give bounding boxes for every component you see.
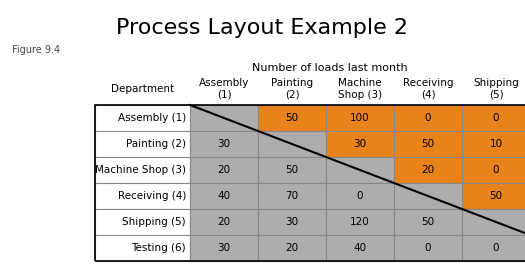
Bar	[258, 105, 326, 131]
Bar	[326, 105, 394, 131]
Text: Receiving
(4): Receiving (4)	[403, 78, 453, 100]
Bar	[190, 131, 258, 157]
Text: 50: 50	[286, 113, 299, 123]
Text: 0: 0	[425, 243, 431, 253]
Text: 30: 30	[217, 243, 230, 253]
Text: Painting (2): Painting (2)	[126, 139, 186, 149]
Text: 50: 50	[489, 191, 502, 201]
Bar	[394, 183, 462, 209]
Text: 30: 30	[286, 217, 299, 227]
Text: Testing (6): Testing (6)	[131, 243, 186, 253]
Bar	[462, 157, 525, 183]
Bar	[394, 235, 462, 261]
Bar	[258, 131, 326, 157]
Bar	[95, 209, 190, 235]
Bar	[95, 183, 190, 209]
Text: 20: 20	[422, 165, 435, 175]
Bar	[462, 105, 525, 131]
Bar	[190, 157, 258, 183]
Bar	[190, 105, 258, 131]
Bar	[462, 183, 525, 209]
Text: 30: 30	[353, 139, 366, 149]
Text: 0: 0	[357, 191, 363, 201]
Text: Assembly (1): Assembly (1)	[118, 113, 186, 123]
Bar	[326, 131, 394, 157]
Text: Shipping
(5): Shipping (5)	[473, 78, 519, 100]
Text: 50: 50	[422, 217, 435, 227]
Bar	[190, 209, 258, 235]
Text: 10: 10	[489, 139, 502, 149]
Bar	[190, 183, 258, 209]
Bar	[95, 105, 190, 131]
Text: 30: 30	[217, 139, 230, 149]
Text: Machine Shop (3): Machine Shop (3)	[95, 165, 186, 175]
Text: 40: 40	[217, 191, 230, 201]
Bar	[462, 209, 525, 235]
Text: 20: 20	[217, 217, 230, 227]
Bar	[258, 235, 326, 261]
Bar	[462, 131, 525, 157]
Text: 50: 50	[286, 165, 299, 175]
Text: Machine
Shop (3): Machine Shop (3)	[338, 78, 382, 100]
Bar	[326, 157, 394, 183]
Text: Painting
(2): Painting (2)	[271, 78, 313, 100]
Text: 0: 0	[493, 113, 499, 123]
Bar	[326, 209, 394, 235]
Text: 50: 50	[422, 139, 435, 149]
Bar	[95, 105, 525, 261]
Text: Number of loads last month: Number of loads last month	[252, 63, 408, 73]
Text: 0: 0	[493, 165, 499, 175]
Text: 120: 120	[350, 217, 370, 227]
Text: 40: 40	[353, 243, 366, 253]
Text: Shipping (5): Shipping (5)	[122, 217, 186, 227]
Bar	[462, 235, 525, 261]
Text: 0: 0	[425, 113, 431, 123]
Bar	[258, 183, 326, 209]
Bar	[326, 235, 394, 261]
Bar	[95, 235, 190, 261]
Bar	[95, 131, 190, 157]
Bar	[95, 157, 190, 183]
Text: Assembly
(1): Assembly (1)	[199, 78, 249, 100]
Bar	[394, 209, 462, 235]
Bar	[258, 157, 326, 183]
Text: Department: Department	[111, 84, 174, 94]
Text: 100: 100	[350, 113, 370, 123]
Text: Figure 9.4: Figure 9.4	[12, 45, 60, 55]
Text: 70: 70	[286, 191, 299, 201]
Text: Process Layout Example 2: Process Layout Example 2	[116, 18, 408, 38]
Bar	[394, 131, 462, 157]
Bar	[258, 209, 326, 235]
Text: 20: 20	[286, 243, 299, 253]
Bar	[394, 105, 462, 131]
Text: Receiving (4): Receiving (4)	[118, 191, 186, 201]
Bar	[190, 235, 258, 261]
Text: 0: 0	[493, 243, 499, 253]
Bar	[326, 183, 394, 209]
Text: 20: 20	[217, 165, 230, 175]
Bar	[394, 157, 462, 183]
